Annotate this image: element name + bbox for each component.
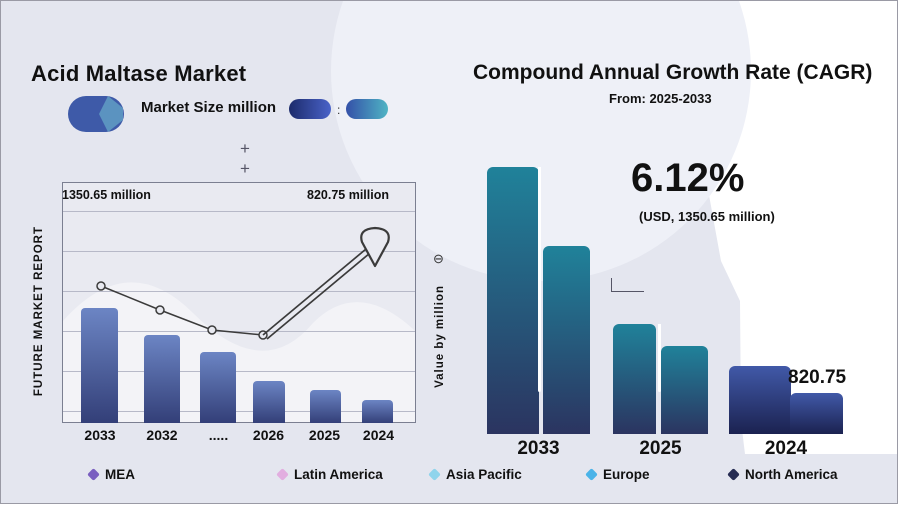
svg-text::: :	[337, 103, 340, 117]
